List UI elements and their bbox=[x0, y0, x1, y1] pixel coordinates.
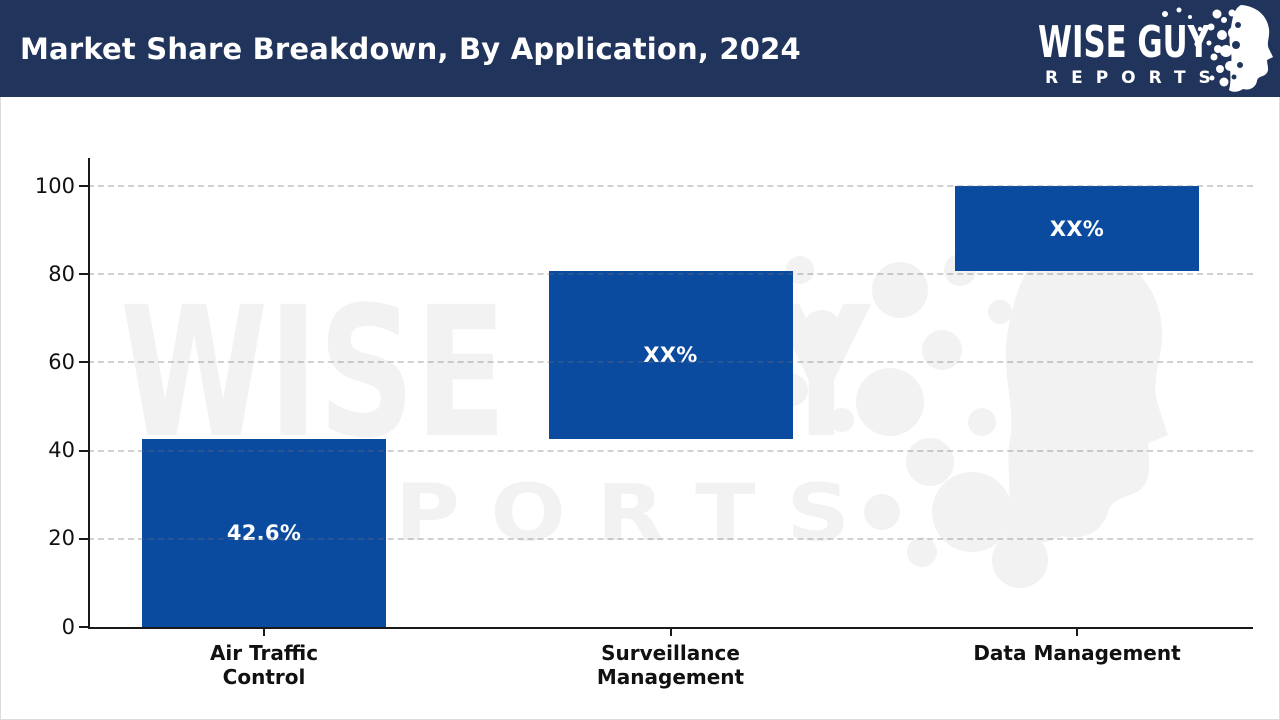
x-tick-surveillance-management bbox=[669, 629, 672, 636]
y-tick-label-40: 40 bbox=[48, 438, 75, 463]
bar-value-label-surveillance-management: XX% bbox=[643, 343, 698, 368]
y-tick-80 bbox=[79, 273, 88, 276]
x-axis-line bbox=[88, 627, 1253, 629]
bar-surveillance-management: XX% bbox=[548, 271, 793, 440]
bar-data-management: XX% bbox=[955, 186, 1199, 272]
brand-logo: WISE GUY REPORTS bbox=[1038, 5, 1273, 92]
gridline-60 bbox=[88, 361, 1253, 364]
header-bar: Market Share Breakdown, By Application, … bbox=[0, 0, 1280, 97]
brand-subtext: REPORTS bbox=[1045, 68, 1224, 88]
y-axis-line bbox=[88, 158, 90, 629]
y-tick-0 bbox=[79, 626, 88, 628]
gridline-20 bbox=[88, 537, 1253, 540]
gridline-80 bbox=[88, 273, 1253, 276]
x-category-label-surveillance-management: Surveillance Management bbox=[596, 641, 745, 689]
watermark-face-icon bbox=[1005, 250, 1168, 544]
brand-wordmark: WISE GUY bbox=[1038, 17, 1211, 68]
y-tick-20 bbox=[79, 537, 88, 540]
wordmark-dots-icon bbox=[1162, 7, 1203, 47]
y-tick-60 bbox=[79, 361, 88, 364]
y-tick-label-60: 60 bbox=[48, 349, 75, 374]
y-tick-100 bbox=[79, 185, 88, 187]
bar-value-label-data-management: XX% bbox=[1049, 216, 1105, 241]
x-category-label-data-management: Data Management bbox=[973, 641, 1181, 665]
gridline-40 bbox=[88, 449, 1253, 452]
bar-value-label-air-traffic-control: 42.6% bbox=[226, 521, 302, 546]
gridline-100 bbox=[88, 185, 1253, 187]
y-tick-label-80: 80 bbox=[48, 261, 75, 286]
brand-face-icon bbox=[1206, 5, 1273, 92]
x-tick-data-management bbox=[1076, 629, 1078, 636]
x-category-label-air-traffic-control: Air Traffic Control bbox=[209, 641, 319, 689]
x-tick-air-traffic-control bbox=[263, 629, 265, 636]
y-tick-label-20: 20 bbox=[48, 526, 75, 551]
page-title: Market Share Breakdown, By Application, … bbox=[20, 31, 801, 66]
y-tick-label-100: 100 bbox=[34, 173, 75, 198]
y-tick-40 bbox=[79, 449, 88, 452]
bar-air-traffic-control: 42.6% bbox=[142, 439, 386, 627]
y-tick-label-0: 0 bbox=[61, 614, 75, 639]
